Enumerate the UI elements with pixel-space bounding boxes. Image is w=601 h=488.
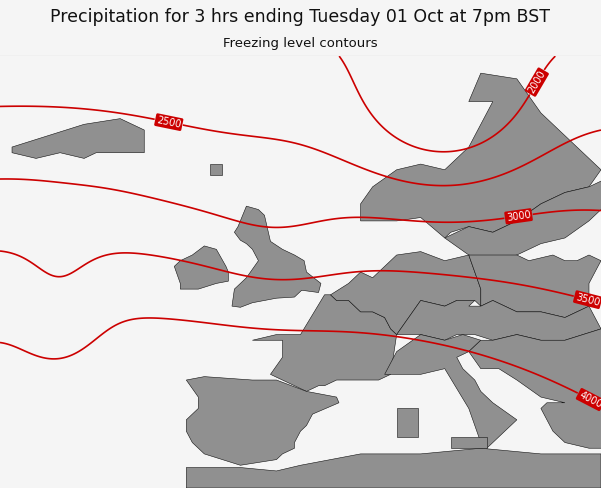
Polygon shape [210, 164, 222, 176]
Text: 2000: 2000 [526, 69, 548, 95]
Text: Freezing level contours: Freezing level contours [223, 37, 378, 50]
Polygon shape [469, 255, 601, 318]
Polygon shape [451, 437, 487, 448]
Polygon shape [186, 448, 601, 488]
Polygon shape [331, 252, 481, 335]
Text: 4000: 4000 [578, 389, 601, 409]
Text: 3500: 3500 [575, 292, 601, 307]
Polygon shape [469, 329, 601, 448]
Polygon shape [12, 119, 144, 159]
Text: 2500: 2500 [156, 115, 182, 129]
Polygon shape [397, 301, 601, 340]
Polygon shape [232, 206, 321, 307]
Text: 3000: 3000 [505, 210, 531, 223]
Polygon shape [385, 335, 517, 448]
Polygon shape [174, 246, 228, 289]
Text: Precipitation for 3 hrs ending Tuesday 01 Oct at 7pm BST: Precipitation for 3 hrs ending Tuesday 0… [50, 8, 551, 26]
Polygon shape [397, 408, 418, 437]
Polygon shape [361, 73, 601, 238]
Polygon shape [252, 295, 397, 391]
Polygon shape [445, 56, 601, 261]
Polygon shape [186, 377, 339, 465]
